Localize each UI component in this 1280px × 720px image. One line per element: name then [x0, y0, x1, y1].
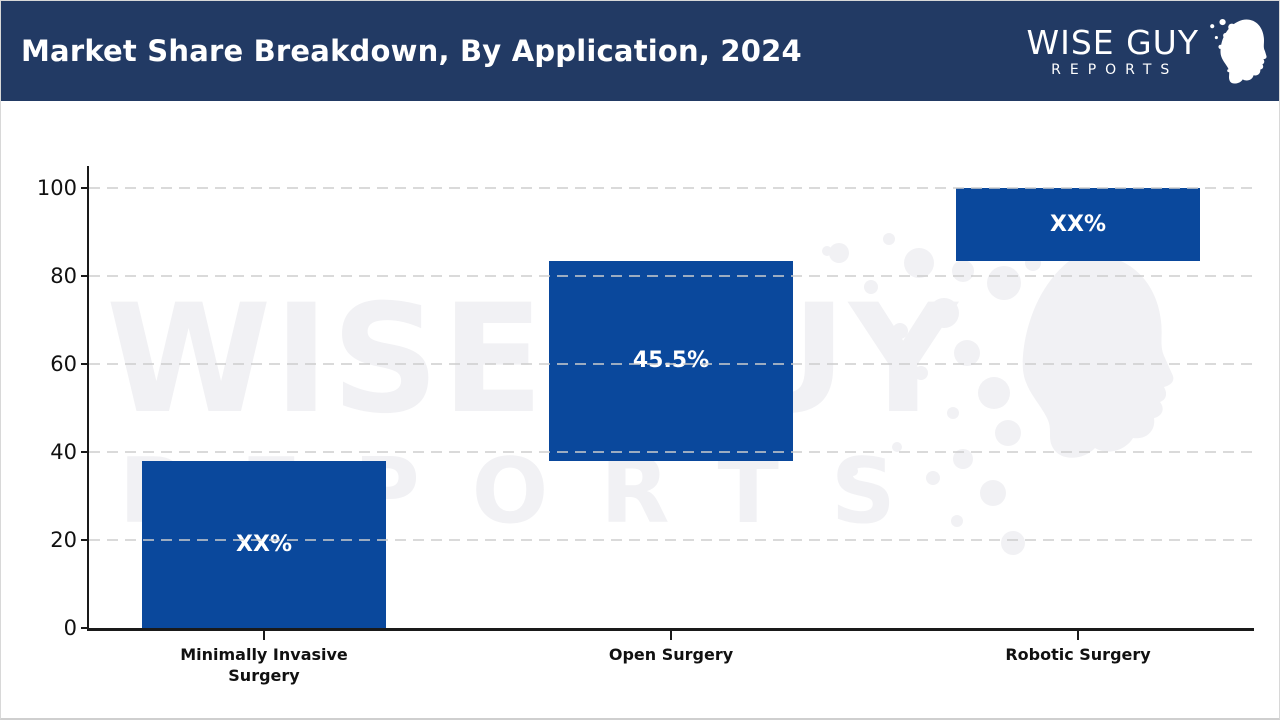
logo-name: WISE GUY	[1026, 22, 1199, 62]
bar-value-label: XX%	[1050, 211, 1106, 237]
gridline	[89, 187, 1254, 189]
x-label-robotic-surgery: Robotic Surgery	[1005, 645, 1151, 664]
y-tick	[81, 539, 87, 541]
bar-minimally-invasive-surgery: XX%	[142, 460, 386, 628]
y-tick-label: 20	[50, 528, 77, 552]
gridline	[89, 451, 1254, 453]
wise-guy-reports-logo: WISE GUY REPORTS	[1026, 11, 1279, 91]
logo-text: WISE GUY REPORTS	[1026, 22, 1199, 78]
x-tick	[1077, 631, 1079, 640]
bar-open-surgery: 45.5%	[549, 260, 793, 461]
logo-subtitle: REPORTS	[1051, 61, 1179, 78]
y-tick	[81, 187, 87, 189]
y-tick-label: 40	[50, 440, 77, 464]
x-axis-line	[87, 628, 1254, 631]
y-tick	[81, 627, 87, 629]
gridline	[89, 539, 1254, 541]
logo-face-icon	[1210, 18, 1267, 84]
bar-value-label: 45.5%	[632, 348, 710, 374]
x-label-open-surgery: Open Surgery	[608, 645, 734, 664]
y-tick	[81, 275, 87, 277]
bar-robotic-surgery: XX%	[956, 188, 1200, 261]
y-tick-label: 0	[63, 616, 77, 640]
y-tick	[81, 363, 87, 365]
gridline	[89, 363, 1254, 365]
header-banner: Market Share Breakdown, By Application, …	[1, 1, 1279, 101]
y-tick-label: 80	[50, 264, 77, 288]
plot-area: WISE GUY REPORTS 0 20 40 60 80 100 XX% 45.5% …	[1, 101, 1279, 718]
x-label-minimally-invasive-surgery: Minimally Invasive Surgery	[180, 645, 348, 685]
x-tick	[670, 631, 672, 640]
y-axis-line	[87, 166, 89, 631]
y-tick	[81, 451, 87, 453]
bar-value-label: XX%	[236, 531, 292, 557]
y-tick-label: 60	[50, 352, 77, 376]
watermark-wordmark: WISE GUY	[106, 273, 960, 447]
x-tick	[263, 631, 265, 640]
page-title: Market Share Breakdown, By Application, …	[21, 34, 802, 68]
gridline	[89, 275, 1254, 277]
y-tick-label: 100	[36, 176, 77, 200]
watermark-face-icon	[822, 233, 1174, 555]
